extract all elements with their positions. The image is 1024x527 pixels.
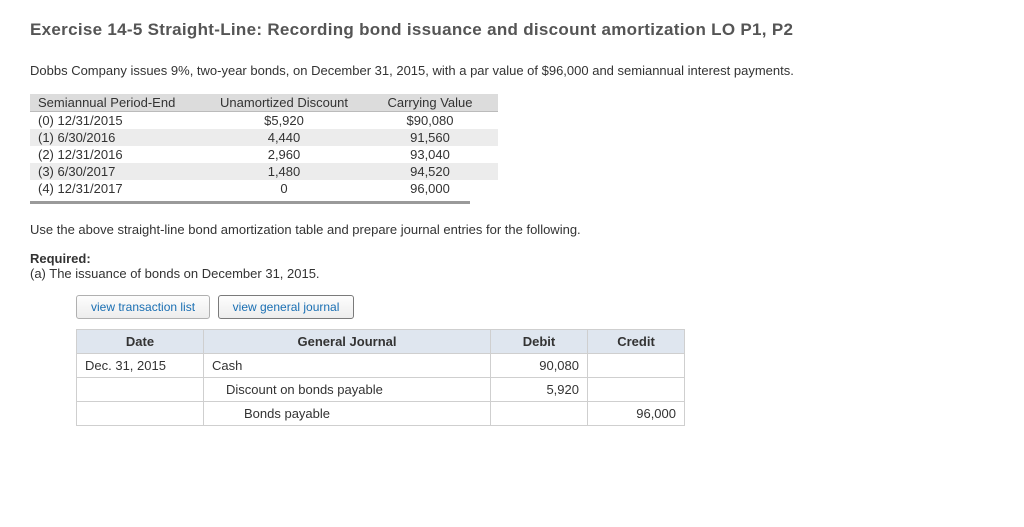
amort-period: (3) 6/30/2017 (30, 163, 206, 180)
amort-carry: 96,000 (362, 180, 498, 197)
separator (30, 201, 470, 204)
amort-header-period: Semiannual Period-End (30, 94, 206, 112)
journal-row: Dec. 31, 2015 Cash 90,080 (77, 354, 685, 378)
required-block: Required: (a) The issuance of bonds on D… (30, 251, 994, 281)
journal-table: Date General Journal Debit Credit Dec. 3… (76, 329, 685, 426)
journal-row: Bonds payable 96,000 (77, 402, 685, 426)
amort-discount: 1,480 (206, 163, 362, 180)
journal-header-gj: General Journal (204, 330, 491, 354)
amort-discount: 0 (206, 180, 362, 197)
amort-row: (4) 12/31/2017 0 96,000 (30, 180, 498, 197)
amort-period: (4) 12/31/2017 (30, 180, 206, 197)
journal-date[interactable] (77, 378, 204, 402)
amort-period: (2) 12/31/2016 (30, 146, 206, 163)
amort-carry: $90,080 (362, 112, 498, 130)
journal-account[interactable]: Bonds payable (204, 402, 491, 426)
journal-header-debit: Debit (491, 330, 588, 354)
amort-carry: 91,560 (362, 129, 498, 146)
journal-account[interactable]: Cash (204, 354, 491, 378)
journal-debit[interactable]: 90,080 (491, 354, 588, 378)
tabs: view transaction list view general journ… (76, 295, 994, 319)
amort-header-discount: Unamortized Discount (206, 94, 362, 112)
journal-date[interactable]: Dec. 31, 2015 (77, 354, 204, 378)
journal-header-date: Date (77, 330, 204, 354)
required-label: Required: (30, 251, 91, 266)
amort-header-carry: Carrying Value (362, 94, 498, 112)
tab-transaction-list[interactable]: view transaction list (76, 295, 210, 319)
required-item: (a) The issuance of bonds on December 31… (30, 266, 320, 281)
journal-credit[interactable] (588, 354, 685, 378)
amort-period: (1) 6/30/2016 (30, 129, 206, 146)
journal-credit[interactable]: 96,000 (588, 402, 685, 426)
amort-row: (0) 12/31/2015 $5,920 $90,080 (30, 112, 498, 130)
amortization-table: Semiannual Period-End Unamortized Discou… (30, 94, 498, 197)
journal-credit[interactable] (588, 378, 685, 402)
amort-discount: 4,440 (206, 129, 362, 146)
journal-row: Discount on bonds payable 5,920 (77, 378, 685, 402)
journal-header-credit: Credit (588, 330, 685, 354)
instruction-text: Use the above straight-line bond amortiz… (30, 222, 994, 237)
amort-row: (1) 6/30/2016 4,440 91,560 (30, 129, 498, 146)
journal-date[interactable] (77, 402, 204, 426)
intro-text: Dobbs Company issues 9%, two-year bonds,… (30, 62, 994, 80)
journal-debit[interactable] (491, 402, 588, 426)
tab-general-journal[interactable]: view general journal (218, 295, 355, 319)
amort-period: (0) 12/31/2015 (30, 112, 206, 130)
journal-debit[interactable]: 5,920 (491, 378, 588, 402)
amort-discount: 2,960 (206, 146, 362, 163)
amort-row: (2) 12/31/2016 2,960 93,040 (30, 146, 498, 163)
amort-discount: $5,920 (206, 112, 362, 130)
exercise-title: Exercise 14-5 Straight-Line: Recording b… (30, 20, 994, 40)
journal-account[interactable]: Discount on bonds payable (204, 378, 491, 402)
amort-carry: 93,040 (362, 146, 498, 163)
amort-carry: 94,520 (362, 163, 498, 180)
amort-row: (3) 6/30/2017 1,480 94,520 (30, 163, 498, 180)
